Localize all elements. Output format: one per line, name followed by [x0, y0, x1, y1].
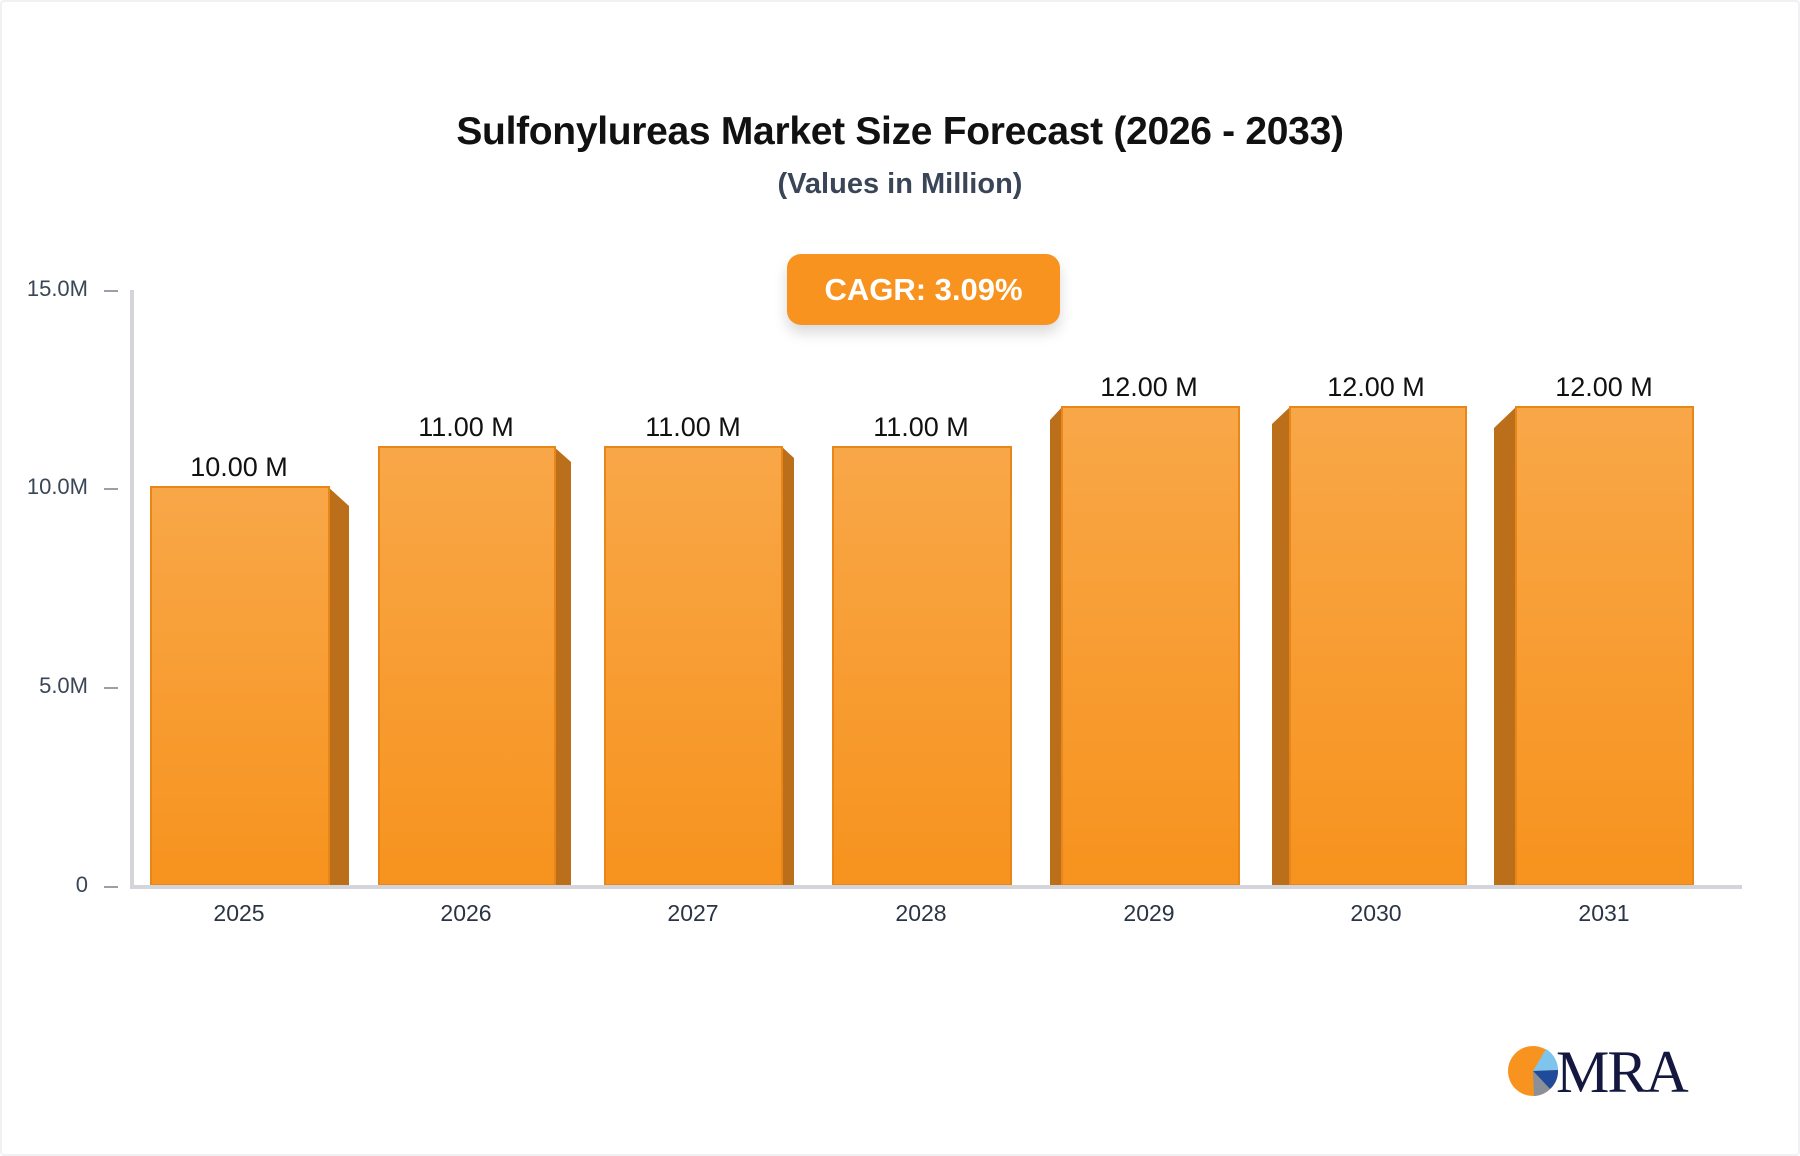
y-tick-label: 5.0M: [39, 673, 88, 698]
x-tick-label: 2031: [1578, 900, 1630, 926]
x-tick-label: 2030: [1350, 900, 1402, 926]
x-tick-label: 2028: [895, 900, 947, 926]
bar-2029: [1061, 406, 1240, 886]
y-axis: [130, 290, 134, 888]
y-tick-label: 15.0M: [26, 276, 88, 301]
x-tick-label: 2029: [1123, 900, 1175, 926]
y-tick-label: 0: [75, 872, 88, 897]
bar-side-face: [553, 446, 571, 886]
mra-logo: MRA: [1506, 1039, 1706, 1105]
y-tick-mark: [104, 290, 118, 292]
bar-side-face: [1272, 406, 1291, 886]
bar-side-face: [1050, 406, 1063, 886]
x-tick-label: 2027: [667, 900, 719, 926]
bar-value-label: 11.00 M: [418, 412, 514, 442]
bar-value-label: 11.00 M: [645, 412, 741, 442]
chart-title: Sulfonylureas Market Size Forecast (2026…: [456, 110, 1344, 153]
x-tick-label: 2025: [213, 900, 265, 926]
bar-2026: [378, 446, 556, 886]
bar-value-label: 12.00 M: [1327, 372, 1425, 402]
bar-side-face: [327, 486, 349, 886]
y-tick-mark: [104, 687, 118, 689]
bar-side-face: [781, 446, 794, 886]
pie-chart-logo-icon: [1508, 1046, 1559, 1096]
bar-2028: [832, 446, 1012, 886]
bar-side-face: [1494, 406, 1517, 886]
y-tick-label: 10.0M: [26, 474, 88, 499]
bar-2031: [1515, 406, 1694, 886]
cagr-text: CAGR: 3.09%: [824, 271, 1023, 307]
y-tick-mark: [104, 488, 118, 490]
x-axis: [130, 885, 1742, 889]
bar-value-label: 12.00 M: [1555, 372, 1653, 402]
y-tick-mark: [104, 886, 118, 888]
bar-2027: [604, 446, 783, 886]
bar-2025: [150, 486, 330, 886]
bar-value-label: 11.00 M: [873, 412, 969, 442]
cagr-badge: CAGR: 3.09%: [787, 254, 1060, 325]
logo-text: MRA: [1556, 1039, 1689, 1105]
chart-subtitle: (Values in Million): [777, 168, 1023, 200]
bar-value-label: 12.00 M: [1100, 372, 1198, 402]
x-tick-label: 2026: [440, 900, 492, 926]
bar-2030: [1289, 406, 1467, 886]
bar-value-label: 10.00 M: [190, 452, 288, 482]
